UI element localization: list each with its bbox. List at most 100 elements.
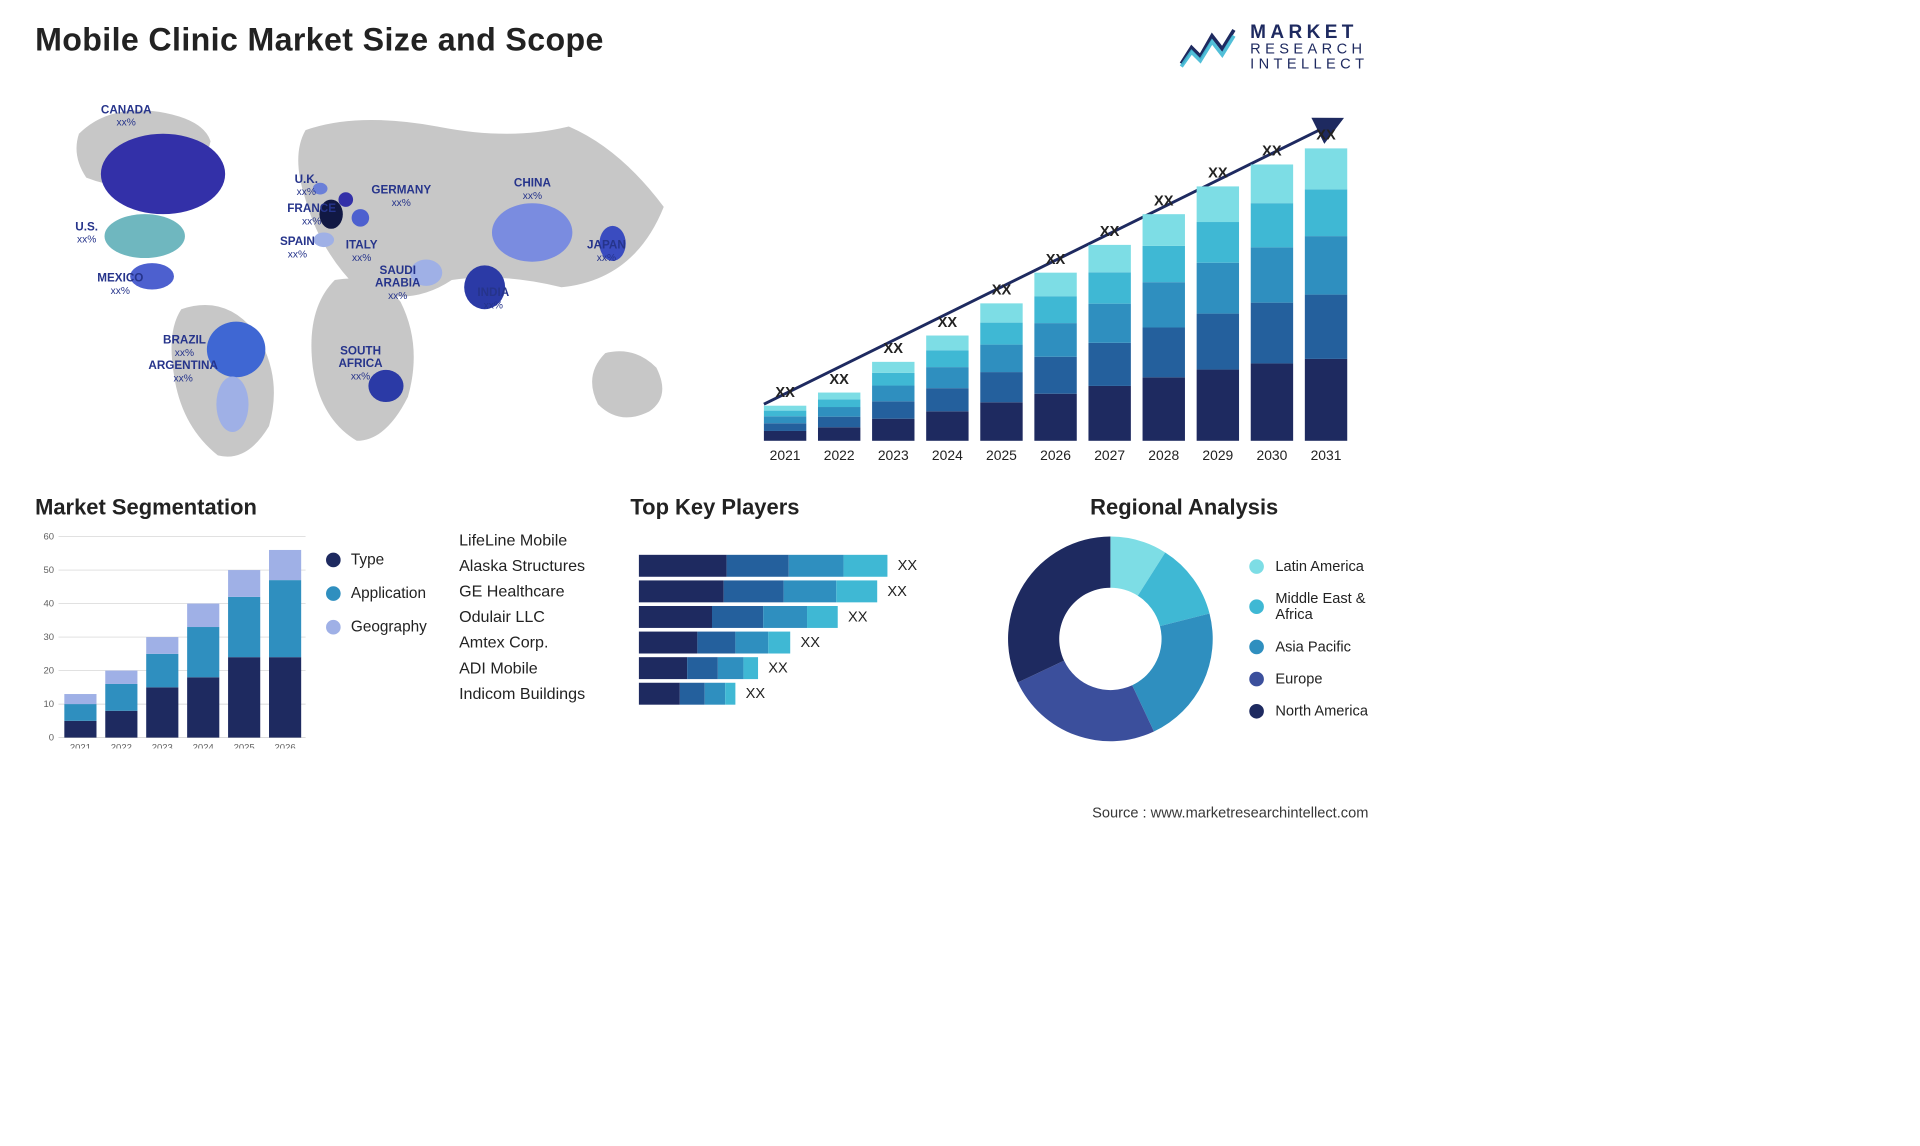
forecast-year-label: 2023: [878, 447, 909, 463]
forecast-bar-seg: [1088, 343, 1130, 386]
forecast-bar-seg: [980, 372, 1022, 402]
forecast-bar-seg: [1034, 357, 1076, 394]
forecast-bar-seg: [1088, 245, 1130, 272]
forecast-bar-label: XX: [1154, 194, 1174, 210]
forecast-bar-seg: [926, 412, 968, 441]
seg-bar-seg: [187, 604, 219, 627]
seg-bar-seg: [269, 657, 301, 737]
forecast-year-label: 2027: [1094, 447, 1125, 463]
map-label: FRANCExx%: [287, 203, 336, 226]
forecast-bar-seg: [1197, 187, 1239, 223]
forecast-bar-seg: [872, 362, 914, 373]
forecast-year-label: 2031: [1311, 447, 1342, 463]
forecast-year-label: 2025: [986, 447, 1017, 463]
player-bar: XX: [639, 657, 971, 679]
forecast-year-label: 2022: [824, 447, 855, 463]
seg-bar-seg: [105, 684, 137, 711]
map-label: SOUTHAFRICAxx%: [338, 346, 382, 381]
forecast-bar-seg: [1251, 364, 1293, 441]
segmentation-chart: 0102030405060202120222023202420252026: [35, 529, 305, 748]
seg-bar-seg: [228, 597, 260, 657]
logo-line1: MARKET: [1250, 22, 1368, 42]
forecast-year-label: 2024: [932, 447, 963, 463]
map-label: INDIAxx%: [477, 288, 509, 311]
forecast-bar-label: XX: [1262, 144, 1282, 160]
seg-bar-seg: [228, 570, 260, 597]
players-title: Top Key Players: [459, 496, 971, 521]
forecast-bar-seg: [1143, 328, 1185, 378]
svg-text:50: 50: [44, 565, 55, 576]
seg-bar-seg: [105, 711, 137, 738]
forecast-bar-seg: [926, 388, 968, 411]
forecast-bar-label: XX: [1100, 224, 1120, 240]
forecast-bar-seg: [1034, 296, 1076, 323]
segmentation-panel: Market Segmentation 01020304050602021202…: [35, 496, 430, 749]
forecast-bar-seg: [764, 416, 806, 423]
player-name: ADI Mobile: [459, 659, 627, 678]
seg-legend-item: Application: [326, 585, 427, 603]
forecast-bar-seg: [926, 336, 968, 351]
seg-bar-seg: [146, 688, 178, 738]
forecast-bar-seg: [980, 323, 1022, 345]
forecast-bar-label: XX: [992, 283, 1012, 299]
regional-donut: [1000, 529, 1219, 748]
forecast-bar-label: XX: [1208, 166, 1228, 182]
map-label: GERMANYxx%: [371, 185, 431, 208]
forecast-bar-seg: [1305, 149, 1347, 190]
map-label: ITALYxx%: [346, 240, 378, 263]
players-panel: Top Key Players LifeLine MobileAlaska St…: [459, 496, 971, 749]
svg-text:2021: 2021: [70, 743, 91, 749]
regional-legend: Latin AmericaMiddle East &AfricaAsia Pac…: [1249, 559, 1368, 720]
forecast-bar-seg: [872, 386, 914, 402]
forecast-bar-seg: [1305, 295, 1347, 359]
seg-legend-item: Geography: [326, 619, 427, 637]
forecast-bar-seg: [764, 431, 806, 441]
player-name: GE Healthcare: [459, 582, 627, 601]
svg-text:2024: 2024: [193, 743, 214, 749]
forecast-bar-label: XX: [1046, 252, 1066, 268]
forecast-bar-seg: [1197, 370, 1239, 441]
forecast-bar-seg: [1088, 273, 1130, 304]
player-bar: XX: [639, 581, 971, 603]
seg-legend-item: Type: [326, 551, 427, 569]
svg-text:2022: 2022: [111, 743, 132, 749]
logo-line3: INTELLECT: [1250, 57, 1368, 72]
seg-bar-seg: [105, 671, 137, 684]
player-bar: XX: [639, 555, 971, 577]
forecast-bar-seg: [764, 406, 806, 411]
forecast-bar-seg: [1143, 214, 1185, 246]
svg-text:30: 30: [44, 632, 55, 643]
reg-legend-item: Asia Pacific: [1249, 639, 1368, 655]
segmentation-legend: Type Application Geography: [326, 529, 427, 748]
seg-bar-seg: [64, 721, 96, 738]
forecast-bar-seg: [818, 407, 860, 417]
player-name: Odulair LLC: [459, 608, 627, 627]
map-label: SAUDIARABIAxx%: [375, 266, 420, 301]
svg-text:2026: 2026: [275, 743, 296, 749]
forecast-bar-seg: [1197, 314, 1239, 370]
reg-legend-item: North America: [1249, 703, 1368, 719]
forecast-bar-label: XX: [884, 341, 904, 357]
forecast-bar-seg: [872, 373, 914, 386]
forecast-bar-seg: [1251, 203, 1293, 247]
svg-text:60: 60: [44, 532, 55, 543]
seg-bar-seg: [269, 580, 301, 657]
reg-legend-item: Latin America: [1249, 559, 1368, 575]
seg-bar-seg: [269, 550, 301, 580]
map-label: JAPANxx%: [587, 240, 626, 263]
forecast-bar-label: XX: [829, 372, 849, 388]
forecast-bar-seg: [1088, 304, 1130, 343]
map-label: MEXICOxx%: [97, 273, 143, 296]
player-bar: [639, 529, 971, 551]
logo-icon: [1179, 25, 1237, 69]
forecast-bar-seg: [1251, 303, 1293, 364]
forecast-bar-seg: [818, 393, 860, 400]
map-label: ARGENTINAxx%: [148, 361, 218, 384]
forecast-bar-seg: [1143, 246, 1185, 282]
svg-text:2025: 2025: [234, 743, 255, 749]
forecast-bar-seg: [818, 400, 860, 408]
map-label: CANADAxx%: [101, 105, 152, 128]
forecast-bar-seg: [1305, 359, 1347, 441]
brand-logo: MARKET RESEARCH INTELLECT: [1179, 22, 1369, 73]
regional-panel: Regional Analysis Latin AmericaMiddle Ea…: [1000, 496, 1368, 749]
